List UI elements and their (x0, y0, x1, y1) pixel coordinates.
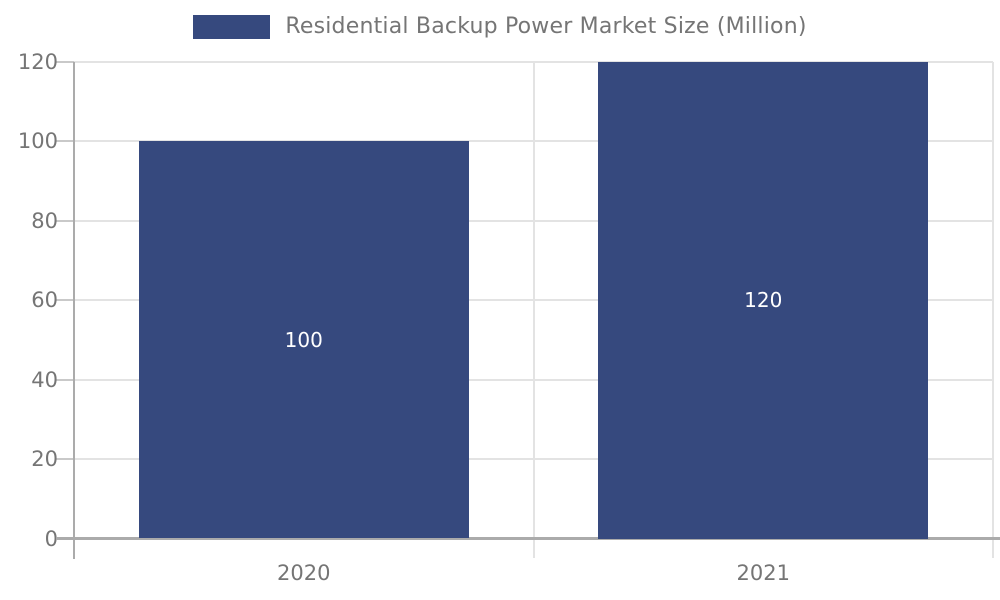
x-gridline (532, 62, 535, 558)
bar-value-label: 100 (284, 327, 323, 352)
x-axis-line (56, 537, 1000, 540)
y-axis-tick (56, 299, 74, 302)
x-axis-tick-label: 2021 (736, 561, 790, 585)
y-axis-tick (56, 140, 74, 143)
y-axis-tick-label: 40 (31, 367, 58, 392)
y-axis-tick (56, 219, 74, 222)
y-axis-tick-label: 80 (31, 208, 58, 233)
legend-swatch (193, 14, 271, 39)
y-axis-tick (56, 61, 74, 63)
x-axis-tick-label: 2020 (277, 561, 331, 585)
y-axis-tick-label: 60 (31, 288, 58, 313)
y-axis-tick (56, 378, 74, 381)
y-axis-tick-label: 0 (44, 526, 58, 551)
y-axis-tick-label: 120 (17, 50, 58, 74)
legend-label: Residential Backup Power Market Size (Mi… (285, 14, 807, 39)
bar-value-label: 120 (744, 288, 783, 313)
y-axis-tick (56, 458, 74, 461)
bar-2021[interactable]: 120 (598, 62, 929, 539)
legend: Residential Backup Power Market Size (Mi… (0, 14, 1000, 39)
y-axis-tick-label: 20 (31, 447, 58, 472)
bar-2020[interactable]: 100 (138, 141, 469, 539)
x-gridline (992, 62, 994, 558)
y-axis-tick-label: 100 (17, 129, 58, 154)
y-axis-line (73, 62, 75, 559)
